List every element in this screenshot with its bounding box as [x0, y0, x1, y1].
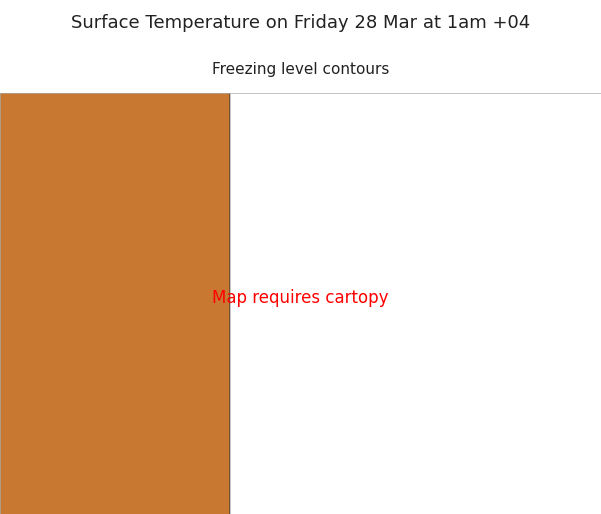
FancyBboxPatch shape [0, 90, 230, 514]
Text: Map requires cartopy: Map requires cartopy [212, 289, 389, 307]
Text: Freezing level contours: Freezing level contours [212, 62, 389, 77]
Text: Surface Temperature on Friday 28 Mar at 1am +04: Surface Temperature on Friday 28 Mar at … [71, 14, 530, 32]
